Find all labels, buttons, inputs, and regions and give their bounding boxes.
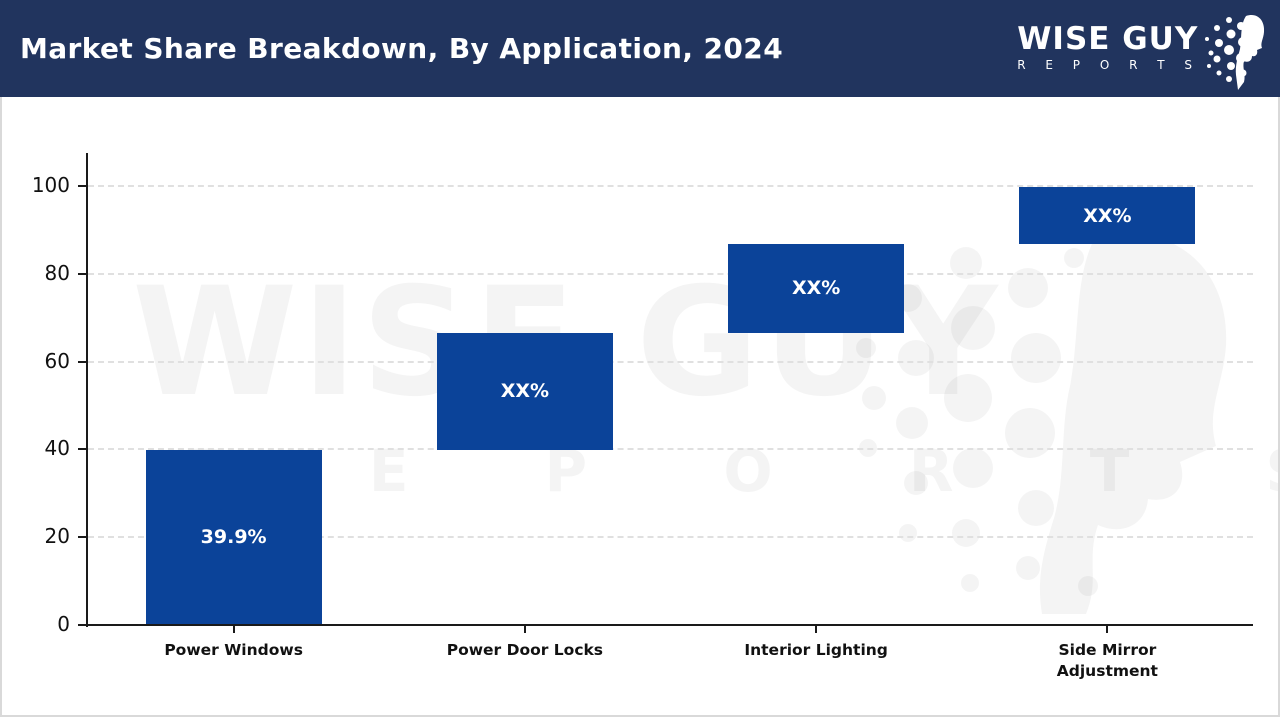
y-axis-tick-label: 100 bbox=[31, 173, 70, 197]
header-bar: Market Share Breakdown, By Application, … bbox=[0, 0, 1280, 97]
x-axis-tick bbox=[523, 626, 526, 633]
page-title: Market Share Breakdown, By Application, … bbox=[20, 32, 784, 65]
gridline bbox=[88, 360, 1253, 363]
gridline bbox=[88, 272, 1253, 275]
x-axis-tick bbox=[232, 626, 235, 633]
y-axis-tick bbox=[78, 272, 87, 275]
y-axis-tick-label: 60 bbox=[44, 348, 70, 373]
y-axis-tick bbox=[78, 185, 87, 187]
y-axis-tick-label: 20 bbox=[44, 524, 70, 549]
y-axis-tick-label: 40 bbox=[44, 436, 70, 461]
y-axis-line bbox=[86, 153, 88, 627]
bar-segment: 39.9% bbox=[145, 449, 322, 625]
logo-subtitle: R E P O R T S bbox=[1017, 58, 1200, 73]
gridline bbox=[88, 185, 1253, 187]
bar-value-label: XX% bbox=[500, 380, 550, 403]
category-label: Power Windows bbox=[164, 641, 303, 659]
y-axis-tick bbox=[78, 448, 87, 451]
category-label: Side Mirror Adjustment bbox=[1056, 641, 1158, 681]
watermark-subtitle: R E P O R T S bbox=[188, 442, 1280, 500]
logo-wordmark: WISE GUY bbox=[1017, 20, 1199, 57]
bar-segment: XX% bbox=[436, 332, 613, 450]
y-axis-tick-label: 0 bbox=[57, 612, 70, 636]
logo-face-icon bbox=[1205, 14, 1265, 90]
y-axis-tick bbox=[78, 624, 87, 626]
x-axis-tick bbox=[1106, 626, 1109, 633]
logo: WISE GUY R E P O R T S bbox=[1017, 7, 1266, 91]
y-axis-tick-label: 80 bbox=[44, 260, 70, 285]
bar-value-label: XX% bbox=[1083, 204, 1132, 227]
frame-right-border bbox=[1278, 97, 1280, 717]
y-axis-tick bbox=[78, 536, 87, 539]
bar-value-label: 39.9% bbox=[200, 526, 267, 549]
frame-bottom-border bbox=[0, 715, 1280, 717]
x-axis-tick bbox=[815, 626, 818, 633]
bar-value-label: XX% bbox=[791, 277, 841, 300]
gridline bbox=[88, 448, 1253, 451]
category-label: Power Door Locks bbox=[446, 641, 604, 659]
frame-left-border bbox=[0, 97, 2, 717]
x-axis-line bbox=[86, 624, 1253, 626]
category-label: Interior Lighting bbox=[744, 641, 888, 659]
logo-text: WISE GUY R E P O R T S bbox=[1017, 20, 1200, 73]
gridline bbox=[88, 536, 1253, 539]
bar-segment: XX% bbox=[728, 244, 905, 333]
y-axis-tick bbox=[78, 360, 87, 363]
watermark-face-icon bbox=[856, 233, 1227, 614]
bar-segment: XX% bbox=[1019, 187, 1196, 245]
